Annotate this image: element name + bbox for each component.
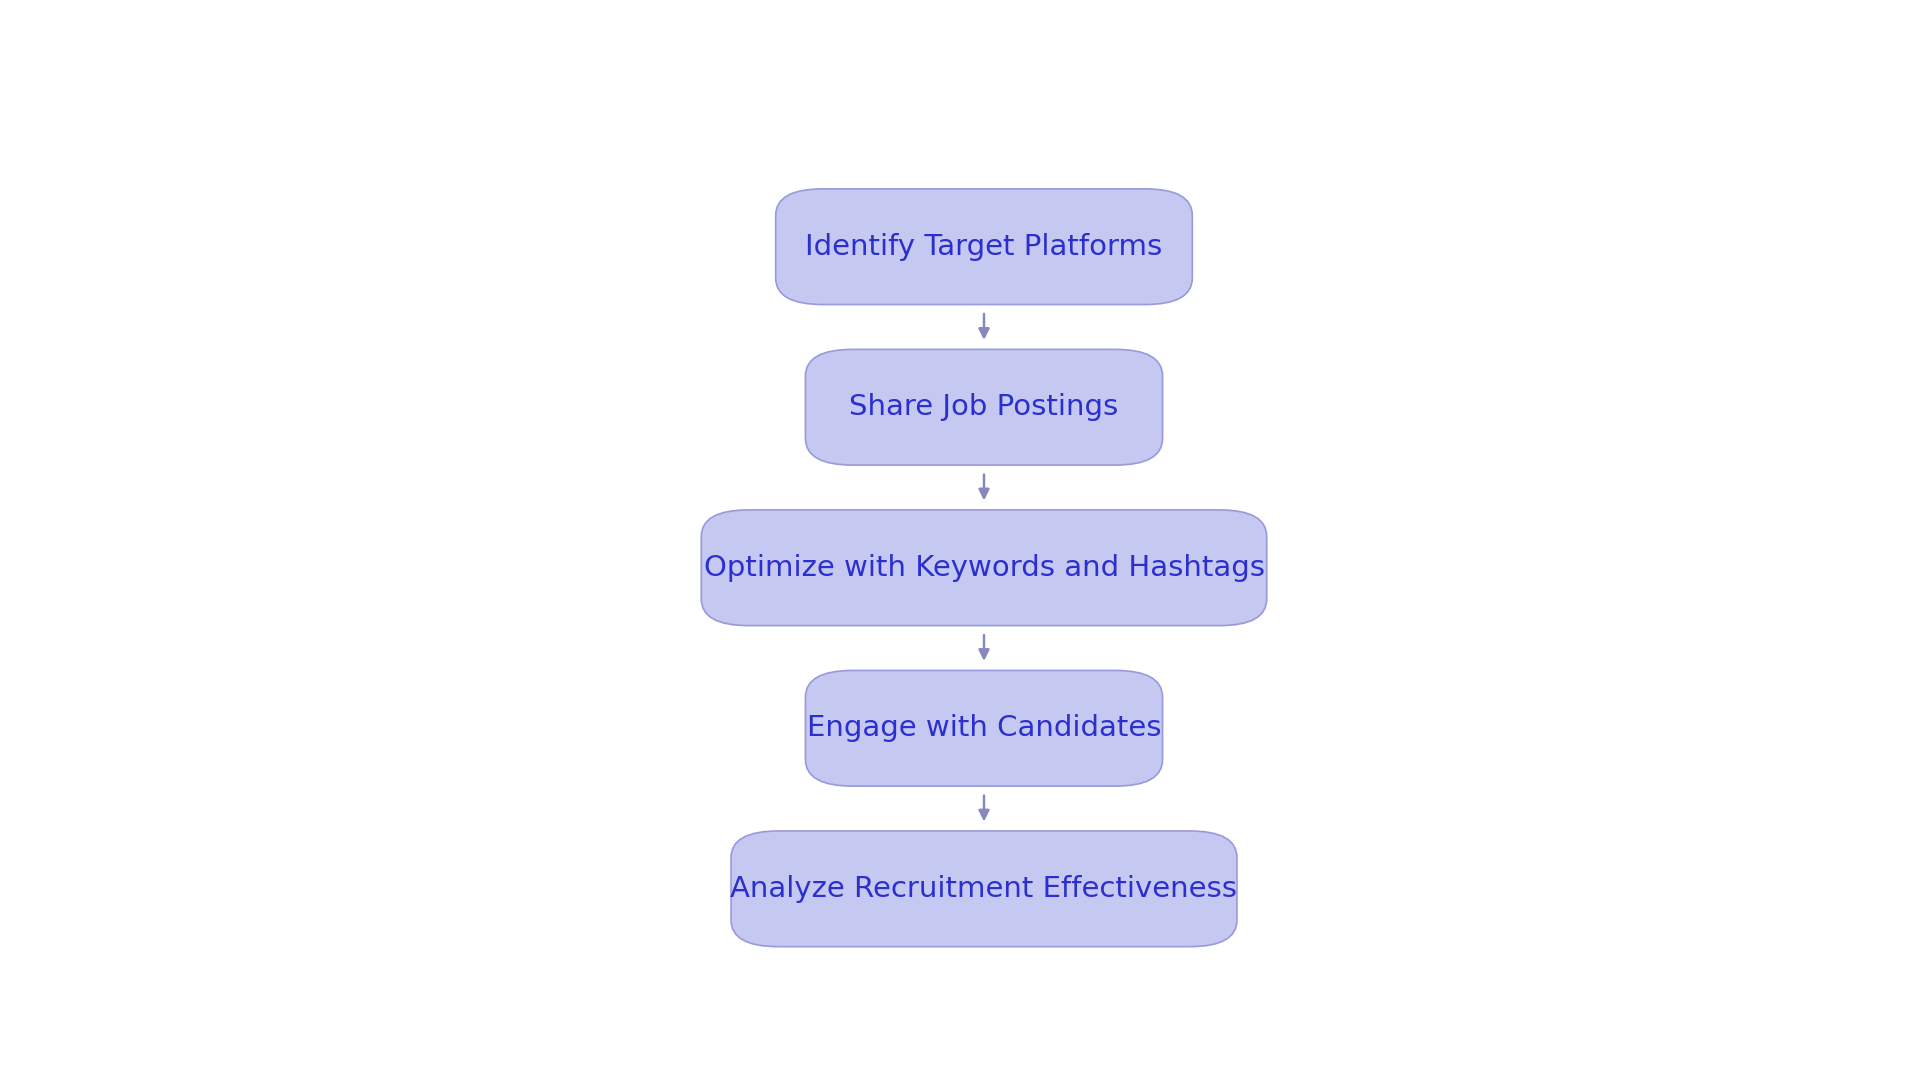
- Text: Optimize with Keywords and Hashtags: Optimize with Keywords and Hashtags: [703, 553, 1265, 582]
- FancyBboxPatch shape: [732, 831, 1236, 947]
- FancyBboxPatch shape: [776, 188, 1192, 304]
- FancyBboxPatch shape: [806, 670, 1162, 786]
- Text: Analyze Recruitment Effectiveness: Analyze Recruitment Effectiveness: [730, 875, 1238, 903]
- Text: Identify Target Platforms: Identify Target Platforms: [804, 233, 1164, 261]
- Text: Engage with Candidates: Engage with Candidates: [806, 715, 1162, 742]
- FancyBboxPatch shape: [701, 510, 1267, 626]
- Text: Share Job Postings: Share Job Postings: [849, 393, 1119, 421]
- FancyBboxPatch shape: [806, 350, 1162, 465]
